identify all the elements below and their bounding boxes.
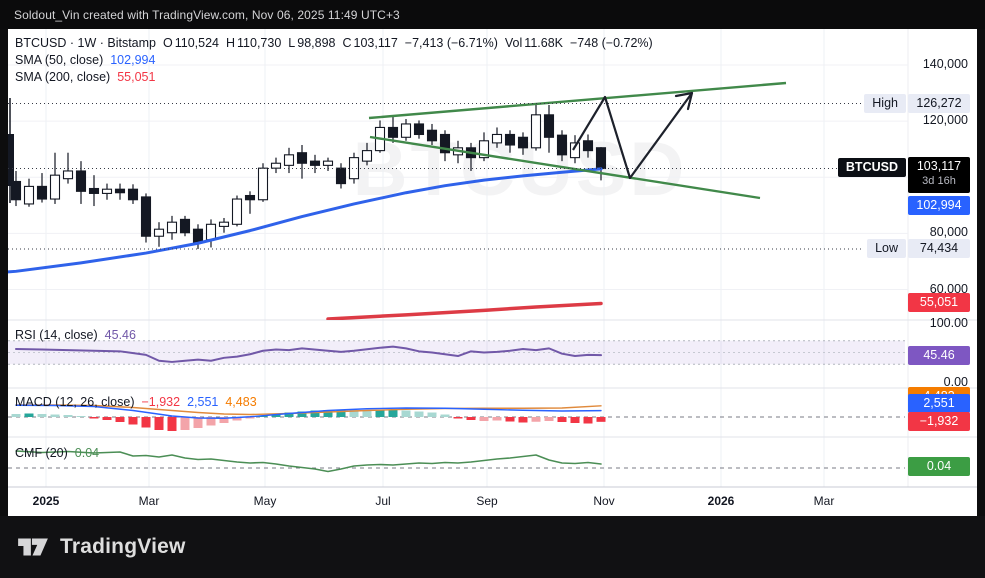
sma200-legend-row[interactable]: SMA (200, close) 55,051: [15, 70, 155, 84]
time-label-mar2: Mar: [813, 494, 835, 508]
change-value: −7,413 (−6.71%): [404, 36, 498, 50]
time-label-mar: Mar: [138, 494, 160, 508]
cmf-label: CMF (20): [15, 446, 68, 460]
time-label-may: May: [253, 494, 277, 508]
attribution-text: Soldout_Vin created with TradingView.com…: [14, 7, 400, 22]
macd-legend-row[interactable]: MACD (12, 26, close) −1,932 2,551 4,483: [15, 395, 257, 409]
cmf-legend-row[interactable]: CMF (20) 0.04: [15, 446, 99, 460]
sma50-label: SMA (50, close): [15, 53, 104, 67]
symbol-legend-row[interactable]: BTCUSD · 1W · Bitstamp O 110,524 H 110,730…: [15, 36, 653, 50]
last-price-label: 103,117 3d 16h: [908, 157, 970, 193]
bar-countdown: 3d 16h: [922, 175, 956, 187]
tradingview-brand-text: TradingView: [60, 535, 186, 558]
cmf-price-label: 0.04: [908, 457, 970, 476]
rsi-value: 45.46: [104, 328, 136, 342]
chart-canvas[interactable]: [8, 29, 977, 516]
sma200-price-label: 55,051: [908, 293, 970, 312]
macd-hist-value: −1,932: [141, 395, 181, 409]
cmf-value: 0.04: [74, 446, 100, 460]
high-price-label: 126,272: [908, 94, 970, 113]
macd-hist-price-label: −1,932: [908, 412, 970, 431]
ohlc-close: C 103,117: [342, 36, 398, 50]
macd-signal-value: 4,483: [225, 395, 257, 409]
symbol-tag: BTCUSD: [837, 158, 906, 177]
time-label-2026: 2026: [707, 494, 735, 508]
ohlc-open: O 110,524: [163, 36, 219, 50]
high-marker-label: High: [864, 94, 906, 113]
sma200-label: SMA (200, close): [15, 70, 111, 84]
footer-bar: TradingView: [0, 516, 985, 578]
macd-line-price-label: 2,551: [908, 394, 970, 413]
low-price-label: 74,434: [908, 239, 970, 258]
rsi-label: RSI (14, close): [15, 328, 98, 342]
macd-line-value: 2,551: [187, 395, 219, 409]
last-price-value: 103,117: [916, 159, 962, 173]
sma50-price-label: 102,994: [908, 196, 970, 215]
volume-change: −748 (−0.72%): [570, 36, 653, 50]
time-label-jul: Jul: [375, 494, 391, 508]
ohlc-low: L 98,898: [288, 36, 336, 50]
time-label-nov: Nov: [593, 494, 615, 508]
sma200-value: 55,051: [117, 70, 156, 84]
sma50-value: 102,994: [110, 53, 156, 67]
attribution-bar: Soldout_Vin created with TradingView.com…: [0, 0, 985, 29]
time-label-2025: 2025: [32, 494, 60, 508]
macd-label: MACD (12, 26, close): [15, 395, 135, 409]
sma50-legend-row[interactable]: SMA (50, close) 102,994: [15, 53, 155, 67]
ohlc-high: H 110,730: [226, 36, 282, 50]
low-marker-label: Low: [867, 239, 906, 258]
time-label-sep: Sep: [476, 494, 498, 508]
tradingview-logo-icon: [18, 538, 48, 556]
symbol-title: BTCUSD · 1W · Bitstamp: [15, 36, 156, 50]
rsi-price-label: 45.46: [908, 346, 970, 365]
volume-value: Vol 11.68K: [504, 36, 563, 50]
rsi-legend-row[interactable]: RSI (14, close) 45.46: [15, 328, 136, 342]
